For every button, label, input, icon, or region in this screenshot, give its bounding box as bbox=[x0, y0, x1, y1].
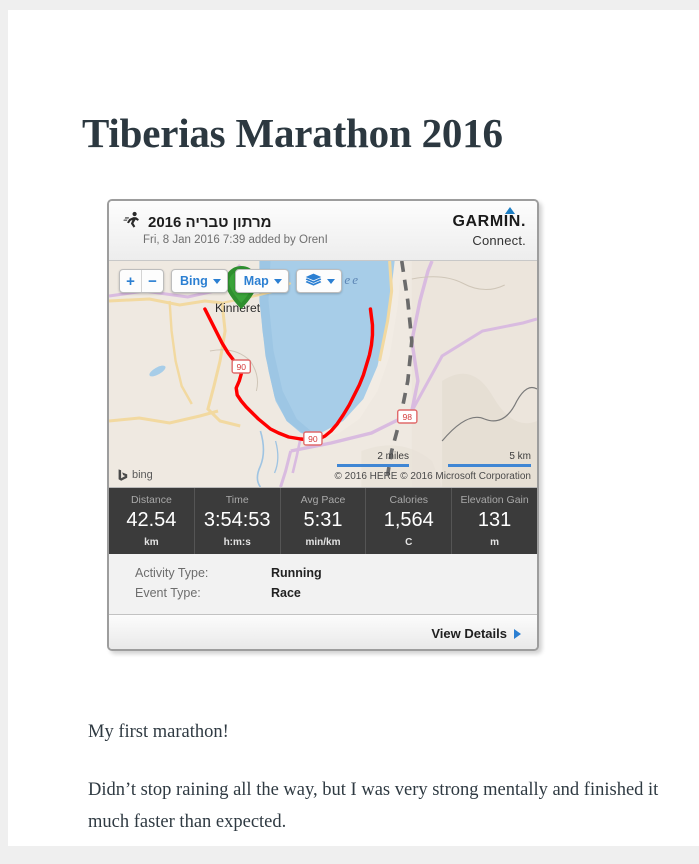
chevron-down-icon bbox=[274, 279, 282, 284]
stat-unit: m bbox=[452, 537, 537, 548]
road-shield-98: 98 bbox=[398, 410, 417, 423]
stat-value: 5:31 bbox=[281, 509, 366, 532]
stat-unit: C bbox=[366, 537, 451, 548]
map-provider-dropdown[interactable]: Bing bbox=[171, 269, 228, 293]
map-layers-dropdown[interactable] bbox=[296, 269, 342, 293]
stat-avg-pace: Avg Pace 5:31 min/km bbox=[281, 488, 367, 554]
garmin-triangle-icon bbox=[505, 207, 515, 214]
stat-value: 3:54:53 bbox=[195, 509, 280, 532]
view-details-link[interactable]: View Details bbox=[431, 626, 521, 641]
stat-label: Calories bbox=[366, 494, 451, 506]
chevron-down-icon bbox=[213, 279, 221, 284]
chevron-down-icon bbox=[327, 279, 335, 284]
event-type-value: Race bbox=[271, 583, 301, 603]
caret-right-icon bbox=[514, 629, 521, 639]
stat-time: Time 3:54:53 h:m:s bbox=[195, 488, 281, 554]
stat-label: Distance bbox=[109, 494, 194, 506]
post-paragraph-2: Didn’t stop raining all the way, but I w… bbox=[88, 774, 686, 838]
activity-type-section: Activity Type: Running Event Type: Race bbox=[109, 554, 537, 615]
stat-unit: min/km bbox=[281, 537, 366, 548]
svg-text:98: 98 bbox=[403, 412, 413, 422]
bing-logo[interactable]: bing bbox=[118, 469, 153, 481]
stat-label: Time bbox=[195, 494, 280, 506]
activity-title: מרתון טבריה 2016 bbox=[148, 214, 272, 231]
post-paragraph-1: My first marathon! bbox=[88, 716, 686, 748]
svg-text:90: 90 bbox=[236, 362, 246, 372]
map-view-label: Map bbox=[244, 274, 269, 288]
scale-bar-miles bbox=[337, 464, 409, 467]
activity-stats-bar: Distance 42.54 km Time 3:54:53 h:m:s Avg… bbox=[109, 488, 537, 554]
stat-value: 1,564 bbox=[366, 509, 451, 532]
stat-unit: h:m:s bbox=[195, 537, 280, 548]
stat-distance: Distance 42.54 km bbox=[109, 488, 195, 554]
view-details-label: View Details bbox=[431, 626, 507, 641]
stat-value: 131 bbox=[452, 509, 537, 532]
map-scale-miles: 2 miles bbox=[337, 451, 409, 467]
stat-label: Elevation Gain bbox=[452, 494, 537, 506]
stat-unit: km bbox=[109, 537, 194, 548]
map-provider-label: Bing bbox=[180, 274, 208, 288]
page-title: Tiberias Marathon 2016 bbox=[82, 109, 503, 157]
activity-subtitle: Fri, 8 Jan 2016 7:39 added by OrenI bbox=[143, 234, 328, 246]
scale-km-label: 5 km bbox=[509, 451, 531, 462]
route-map[interactable]: 90 90 98 Kinneret ilee + − bbox=[109, 261, 537, 488]
garmin-activity-card: מרתון טבריה 2016 Fri, 8 Jan 2016 7:39 ad… bbox=[107, 199, 539, 651]
stat-elevation-gain: Elevation Gain 131 m bbox=[452, 488, 537, 554]
garmin-connect-logo: GARMIN. Connect. bbox=[452, 214, 526, 247]
activity-type-row: Activity Type: Running bbox=[109, 563, 537, 583]
layers-stack-icon bbox=[305, 273, 322, 290]
activity-type-key: Activity Type: bbox=[109, 563, 271, 583]
map-zoom-control[interactable]: + − bbox=[119, 269, 164, 293]
map-attribution: © 2016 HERE © 2016 Microsoft Corporation bbox=[335, 471, 532, 482]
road-shield-90-north: 90 bbox=[232, 360, 250, 373]
card-header: מרתון טבריה 2016 Fri, 8 Jan 2016 7:39 ad… bbox=[109, 201, 537, 261]
scale-bar-km bbox=[448, 464, 531, 467]
event-type-row: Event Type: Race bbox=[109, 583, 537, 603]
garmin-wordmark-text: GARMIN. bbox=[452, 213, 526, 230]
map-scale-km: 5 km bbox=[448, 451, 531, 467]
bing-glyph-icon bbox=[118, 469, 128, 481]
stat-value: 42.54 bbox=[109, 509, 194, 532]
map-view-dropdown[interactable]: Map bbox=[235, 269, 289, 293]
zoom-out-button[interactable]: − bbox=[141, 270, 163, 292]
map-controls[interactable]: + − Bing Map bbox=[119, 269, 342, 293]
road-shield-90-south: 90 bbox=[304, 432, 322, 445]
garmin-connect-text: Connect. bbox=[452, 234, 526, 247]
activity-title-row: מרתון טבריה 2016 bbox=[123, 211, 272, 234]
post-body: My first marathon! Didn’t stop raining a… bbox=[88, 716, 686, 864]
running-person-icon bbox=[123, 211, 141, 234]
event-type-key: Event Type: bbox=[109, 583, 271, 603]
stat-calories: Calories 1,564 C bbox=[366, 488, 452, 554]
svg-text:90: 90 bbox=[308, 434, 318, 444]
scale-miles-label: 2 miles bbox=[377, 451, 409, 462]
bing-logo-text: bing bbox=[132, 469, 153, 481]
zoom-in-button[interactable]: + bbox=[120, 270, 141, 292]
card-footer: View Details bbox=[109, 615, 537, 651]
activity-type-value: Running bbox=[271, 563, 322, 583]
stat-label: Avg Pace bbox=[281, 494, 366, 506]
garmin-wordmark: GARMIN. bbox=[452, 214, 526, 230]
